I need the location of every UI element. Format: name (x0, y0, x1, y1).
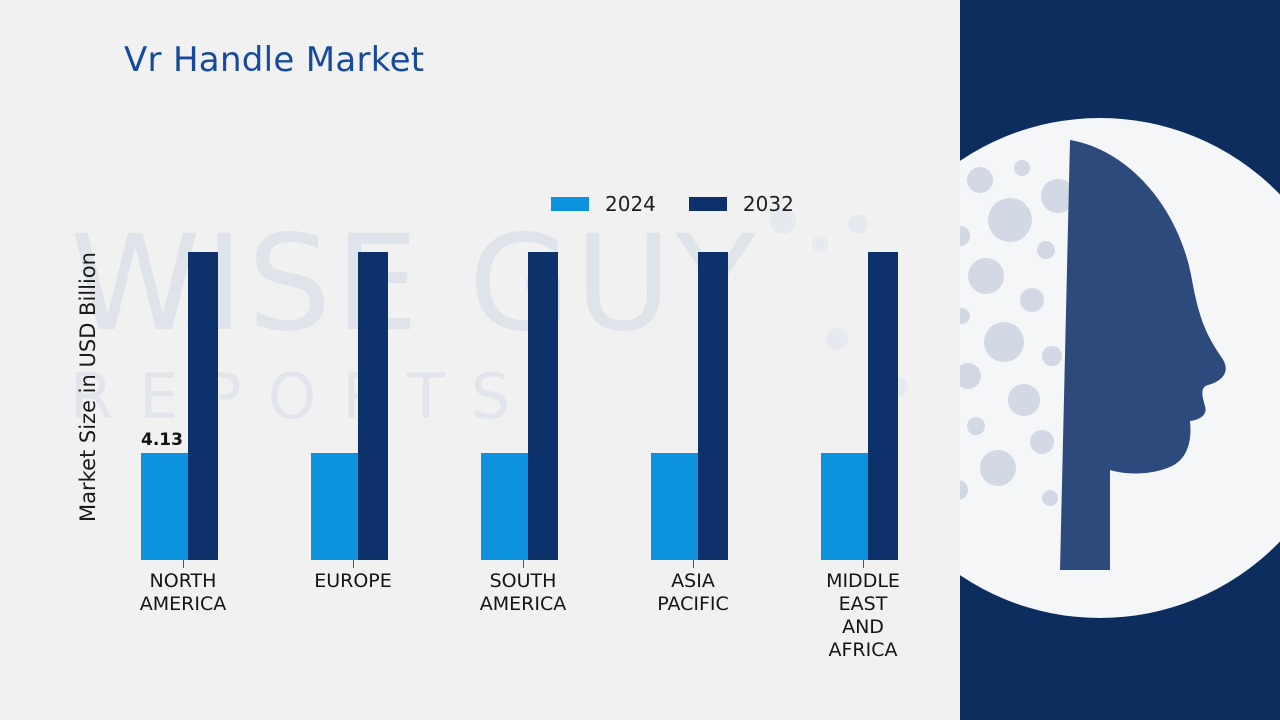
bar-chart: Market Size in USD Billion 2024 2032 4.1… (76, 194, 925, 661)
head-silhouette (1060, 140, 1280, 570)
x-label-south-america: SOUTH AMERICA (479, 570, 567, 615)
bar-2024-south-america[interactable] (481, 453, 528, 560)
legend-item-2032[interactable]: 2032 (688, 192, 794, 216)
bar-2032-south-america[interactable] (528, 252, 558, 560)
legend-swatch-2032 (688, 197, 727, 211)
x-tick-south-america (523, 560, 524, 568)
plot-area: 4.13 NORTH AMERICA EUROPE SOUTH AMERICA (95, 248, 925, 661)
bar-2032-asia-pacific[interactable] (698, 252, 728, 560)
bar-2032-north-america[interactable] (188, 252, 218, 560)
bar-2024-asia-pacific[interactable] (651, 453, 698, 560)
x-tick-north-america (183, 560, 184, 568)
bar-group-south-america (481, 248, 558, 560)
x-tick-europe (353, 560, 354, 568)
bar-2032-europe[interactable] (358, 252, 388, 560)
bar-2032-middle-east-and-africa[interactable] (868, 252, 898, 560)
bar-group-asia-pacific (651, 248, 728, 560)
bar-2024-north-america[interactable] (141, 453, 188, 560)
panel-dot-cluster (960, 150, 1240, 530)
legend-swatch-2024 (551, 197, 589, 211)
x-label-middle-east-and-africa: MIDDLE EAST AND AFRICA (826, 570, 900, 661)
legend-label-2024: 2024 (605, 192, 656, 216)
x-label-north-america: NORTH AMERICA (139, 570, 227, 615)
bar-2024-europe[interactable] (311, 453, 358, 560)
bar-value-2024-north-america: 4.13 (141, 430, 183, 450)
x-label-europe: EUROPE (314, 570, 392, 592)
page-title: Vr Handle Market (124, 40, 425, 80)
brand-panel: WISE GUY R E P O R T S (960, 0, 1280, 720)
bar-group-europe (311, 248, 388, 560)
bar-group-middle-east-and-africa (821, 248, 898, 560)
x-tick-asia-pacific (693, 560, 694, 568)
x-tick-middle-east-and-africa (863, 560, 864, 568)
legend-item-2024[interactable]: 2024 (551, 194, 656, 214)
legend-label-2032: 2032 (742, 192, 794, 216)
x-label-asia-pacific: ASIA PACIFIC (657, 570, 729, 615)
chart-legend: 2024 2032 (551, 194, 794, 214)
bar-group-north-america: 4.13 (141, 248, 218, 560)
bar-2024-middle-east-and-africa[interactable] (821, 453, 868, 560)
